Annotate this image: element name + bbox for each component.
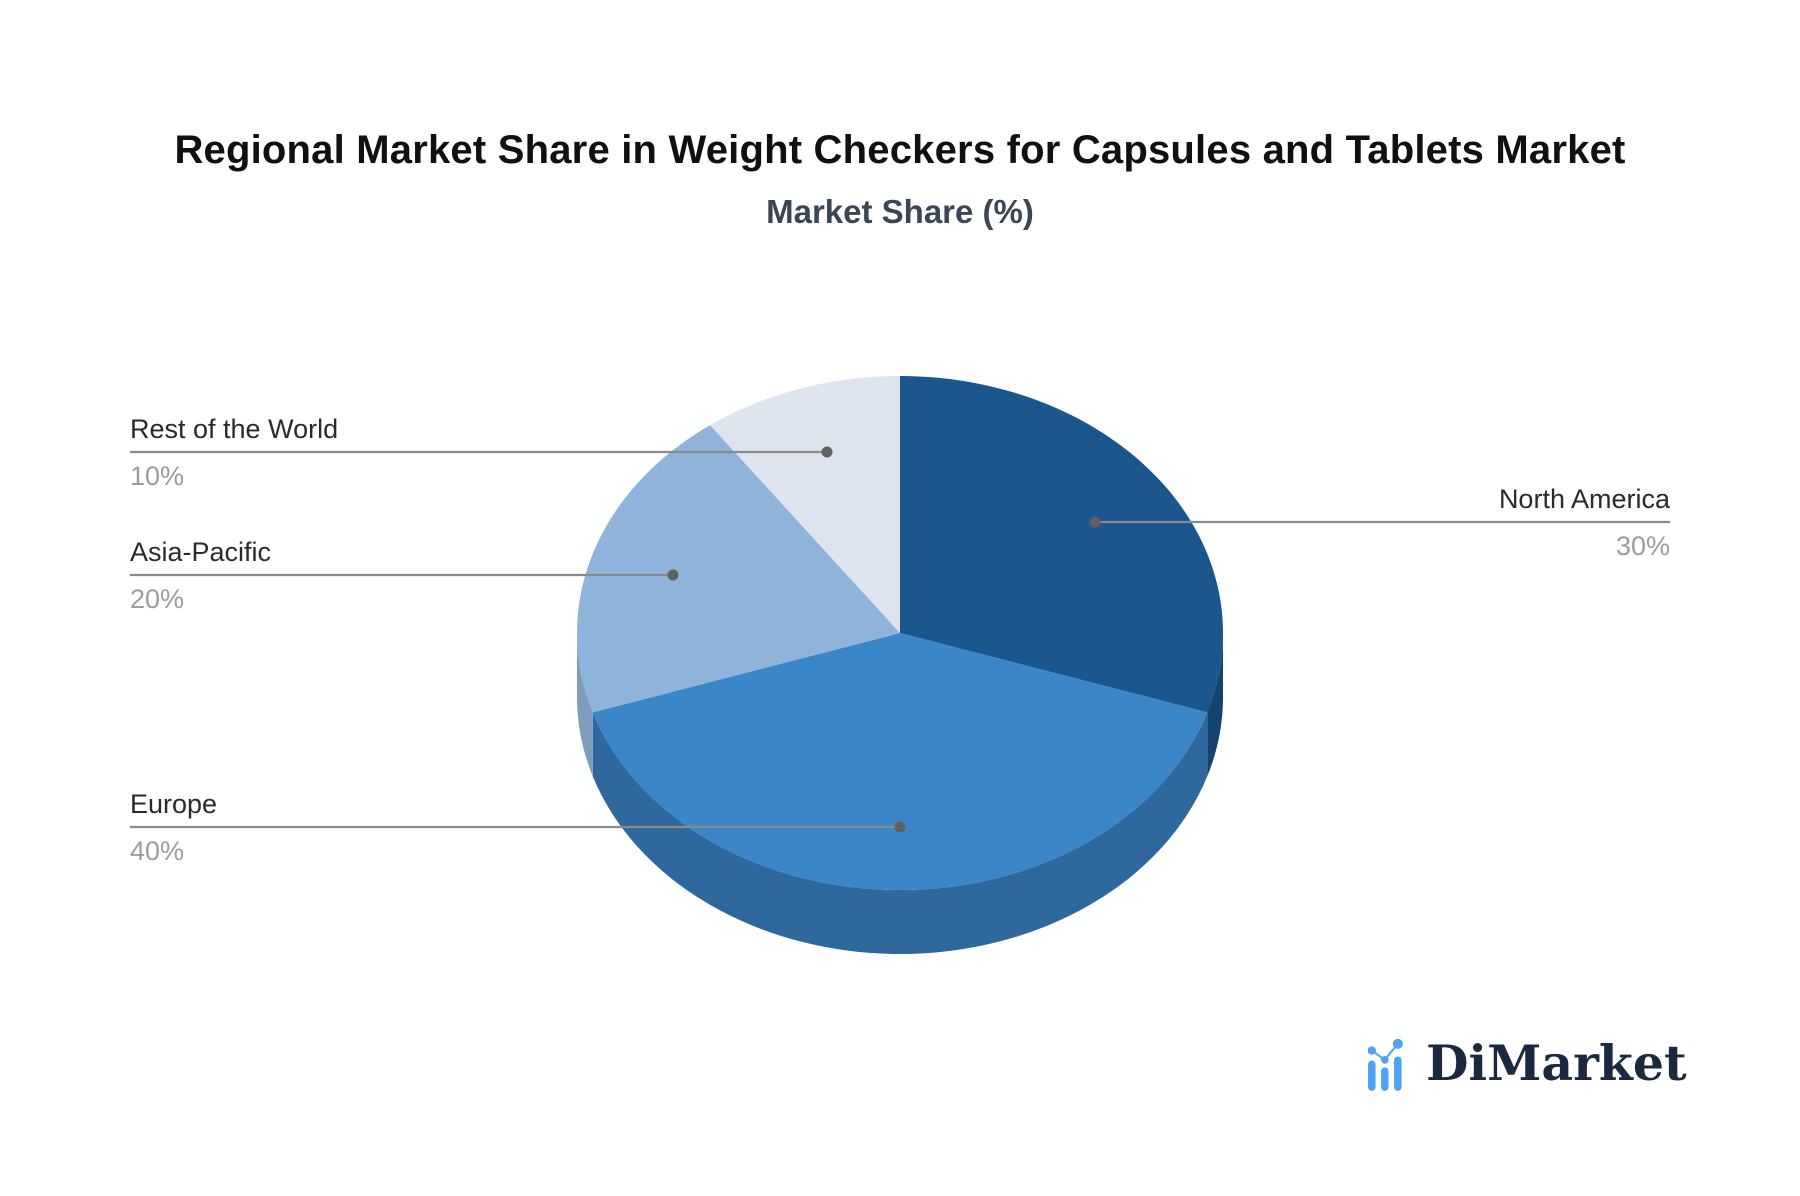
pie-slice-side-europe: [592, 712, 1208, 955]
pie-slice-europe: [592, 633, 1208, 891]
pie-slice-side-north-america: [1207, 633, 1223, 777]
pie-slice-side-asia-pacific: [576, 633, 593, 777]
leader-dot-rest-of-the-world: [821, 446, 833, 458]
brand-logo: DiMarket: [1368, 1032, 1687, 1092]
pie-slice-asia-pacific: [576, 425, 900, 713]
chart-subtitle: Market Share (%): [766, 193, 1034, 230]
leader-dot-north-america: [1089, 516, 1101, 528]
leader-dot-asia-pacific: [667, 569, 679, 581]
bar-chart-trend-icon: [1368, 1038, 1403, 1091]
brand-name: DiMarket: [1426, 1034, 1687, 1092]
pie-slice-rest-of-the-world: [710, 376, 900, 633]
pie-slice-north-america: [900, 376, 1224, 713]
leader-dot-europe: [894, 821, 906, 833]
chart-title: Regional Market Share in Weight Checkers…: [174, 128, 1626, 172]
